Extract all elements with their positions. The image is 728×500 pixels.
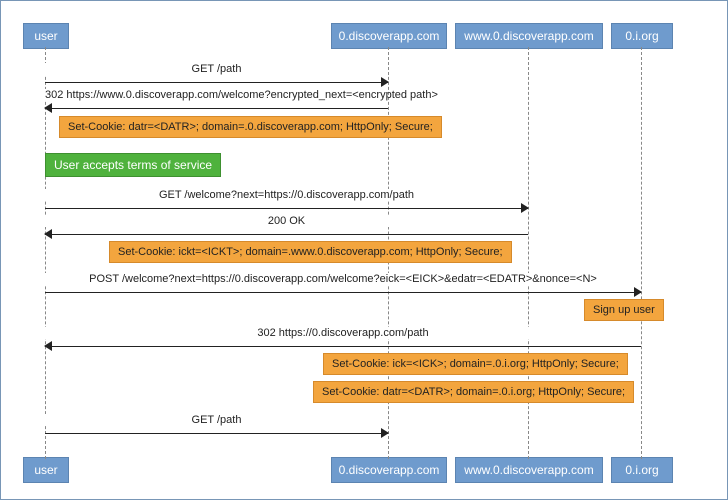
note-3: Set-Cookie: ick=<ICK>; domain=.0.i.org; … <box>323 353 628 375</box>
note-1: Set-Cookie: ickt=<ICKT>; domain=.www.0.d… <box>109 241 512 263</box>
message-6: GET /path <box>45 426 388 440</box>
note-4: Set-Cookie: datr=<DATR>; domain=.0.i.org… <box>313 381 634 403</box>
message-0: GET /path <box>45 75 388 89</box>
message-line <box>45 234 528 235</box>
arrowhead-icon <box>634 287 642 297</box>
participant-user: user <box>23 23 69 49</box>
message-label: POST /welcome?next=https://0.discoverapp… <box>45 273 641 285</box>
note-0: Set-Cookie: datr=<DATR>; domain=.0.disco… <box>59 116 442 138</box>
participant-discoverapp-bottom: 0.discoverapp.com <box>331 457 447 483</box>
message-label: GET /path <box>45 414 388 426</box>
note-2: Sign up user <box>584 299 664 321</box>
participant-www: www.0.discoverapp.com <box>455 23 603 49</box>
message-line <box>45 108 388 109</box>
message-line <box>45 346 641 347</box>
message-line <box>45 292 641 293</box>
arrowhead-icon <box>44 103 52 113</box>
message-label: 200 OK <box>45 215 528 227</box>
message-2: GET /welcome?next=https://0.discoverapp.… <box>45 201 528 215</box>
message-1: 302 https://www.0.discoverapp.com/welcom… <box>45 101 388 115</box>
message-line <box>45 208 528 209</box>
participant-oiorg: 0.i.org <box>611 23 673 49</box>
arrowhead-icon <box>44 229 52 239</box>
arrowhead-icon <box>381 428 389 438</box>
sequence-diagram: user user 0.discoverapp.com 0.discoverapp.c… <box>0 0 728 500</box>
participant-www-bottom: www.0.discoverapp.com <box>455 457 603 483</box>
arrowhead-icon <box>44 341 52 351</box>
message-3: 200 OK <box>45 227 528 241</box>
message-4: POST /welcome?next=https://0.discoverapp… <box>45 285 641 299</box>
lifeline-oiorg <box>641 47 642 459</box>
message-label: GET /welcome?next=https://0.discoverapp.… <box>45 189 528 201</box>
message-label: 302 https://0.discoverapp.com/path <box>45 327 641 339</box>
arrowhead-icon <box>381 77 389 87</box>
participant-discoverapp: 0.discoverapp.com <box>331 23 447 49</box>
message-5: 302 https://0.discoverapp.com/path <box>45 339 641 353</box>
participant-user-bottom: user <box>23 457 69 483</box>
message-label: GET /path <box>45 63 388 75</box>
accept-terms-note: User accepts terms of service <box>45 153 221 177</box>
message-line <box>45 82 388 83</box>
message-line <box>45 433 388 434</box>
message-label: 302 https://www.0.discoverapp.com/welcom… <box>45 89 388 101</box>
arrowhead-icon <box>521 203 529 213</box>
participant-oiorg-bottom: 0.i.org <box>611 457 673 483</box>
